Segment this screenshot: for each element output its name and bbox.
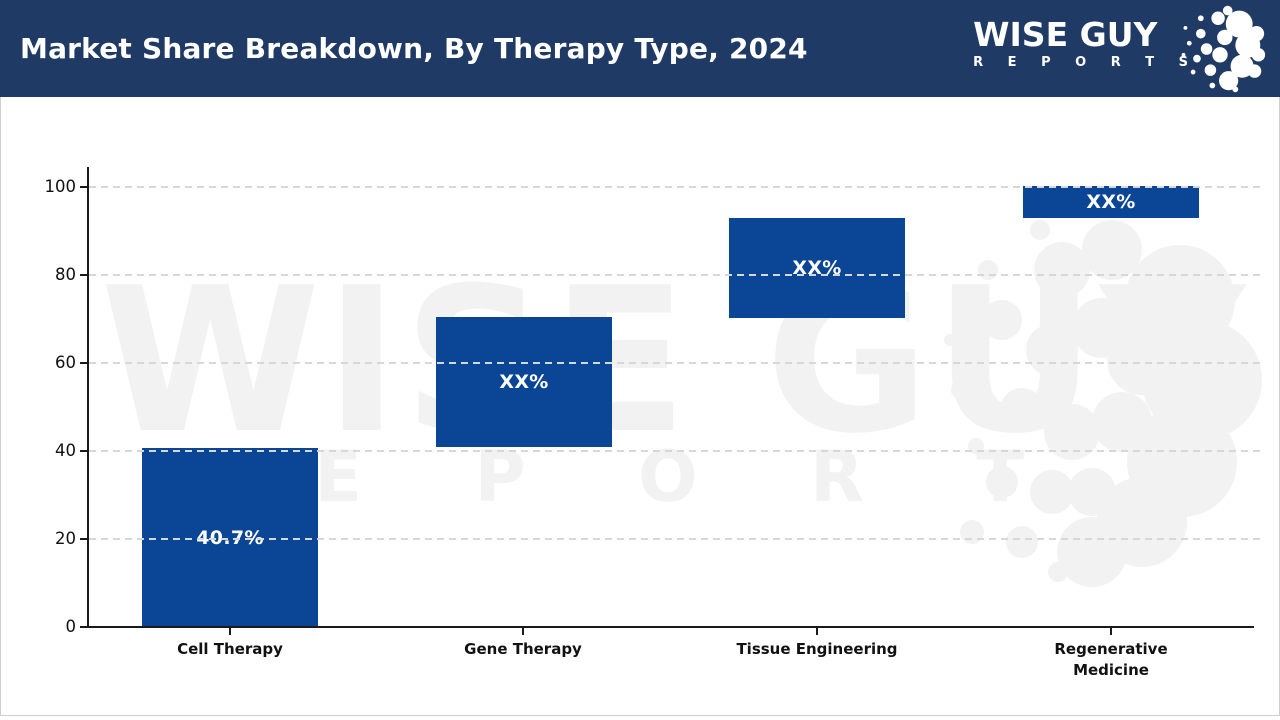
logo-name: WISE GUY <box>973 15 1158 54</box>
gridline-100 <box>89 186 1264 188</box>
bar-cell-therapy: 40.7% <box>142 448 318 627</box>
logo-tagline: R E P O R T S <box>973 54 1198 70</box>
bar-value-label: XX% <box>1086 191 1136 213</box>
y-tick <box>80 626 88 628</box>
x-tick-label: Cell Therapy <box>177 640 283 658</box>
gridline-40 <box>89 450 1264 452</box>
y-tick-label: 20 <box>55 529 76 548</box>
x-tick-label: Gene Therapy <box>464 640 582 658</box>
gridline-80 <box>89 274 1264 276</box>
x-tick <box>522 628 524 635</box>
y-tick-label: 100 <box>44 177 77 196</box>
bar-gene-therapy: XX% <box>436 317 612 447</box>
gridline-60 <box>89 362 1264 364</box>
wise-guy-reports-logo: WISE GUY R E P O R T S <box>973 0 1270 97</box>
x-tick <box>229 628 231 635</box>
watermark-face-icon <box>944 220 1262 587</box>
bar-value-label: XX% <box>499 371 549 393</box>
y-tick-label: 40 <box>55 441 76 460</box>
y-tick <box>80 450 88 452</box>
bar-regenerative-medicine: XX% <box>1023 186 1199 218</box>
y-tick <box>80 186 88 188</box>
x-tick-label: Regenerative Medicine <box>1054 640 1168 679</box>
gridline-20 <box>89 538 1264 540</box>
bar-value-label: 40.7% <box>196 526 264 549</box>
x-tick-label: Tissue Engineering <box>736 640 898 658</box>
y-tick <box>80 538 88 540</box>
header-banner: Market Share Breakdown, By Therapy Type,… <box>0 0 1280 97</box>
y-tick-label: 60 <box>55 353 76 372</box>
bar-value-label: XX% <box>792 257 842 279</box>
bar-tissue-engineering: XX% <box>729 218 905 318</box>
logo-face-icon <box>1181 5 1266 93</box>
y-tick <box>80 274 88 276</box>
y-axis-line <box>87 167 89 628</box>
y-tick-label: 80 <box>55 265 76 284</box>
y-tick <box>80 362 88 364</box>
logo-text: WISE GUY R E P O R T S <box>973 16 1198 70</box>
x-axis-line <box>87 626 1254 628</box>
x-tick <box>816 628 818 635</box>
y-tick-label: 0 <box>65 617 77 636</box>
page-title: Market Share Breakdown, By Therapy Type,… <box>20 32 808 65</box>
x-tick <box>1110 628 1112 635</box>
